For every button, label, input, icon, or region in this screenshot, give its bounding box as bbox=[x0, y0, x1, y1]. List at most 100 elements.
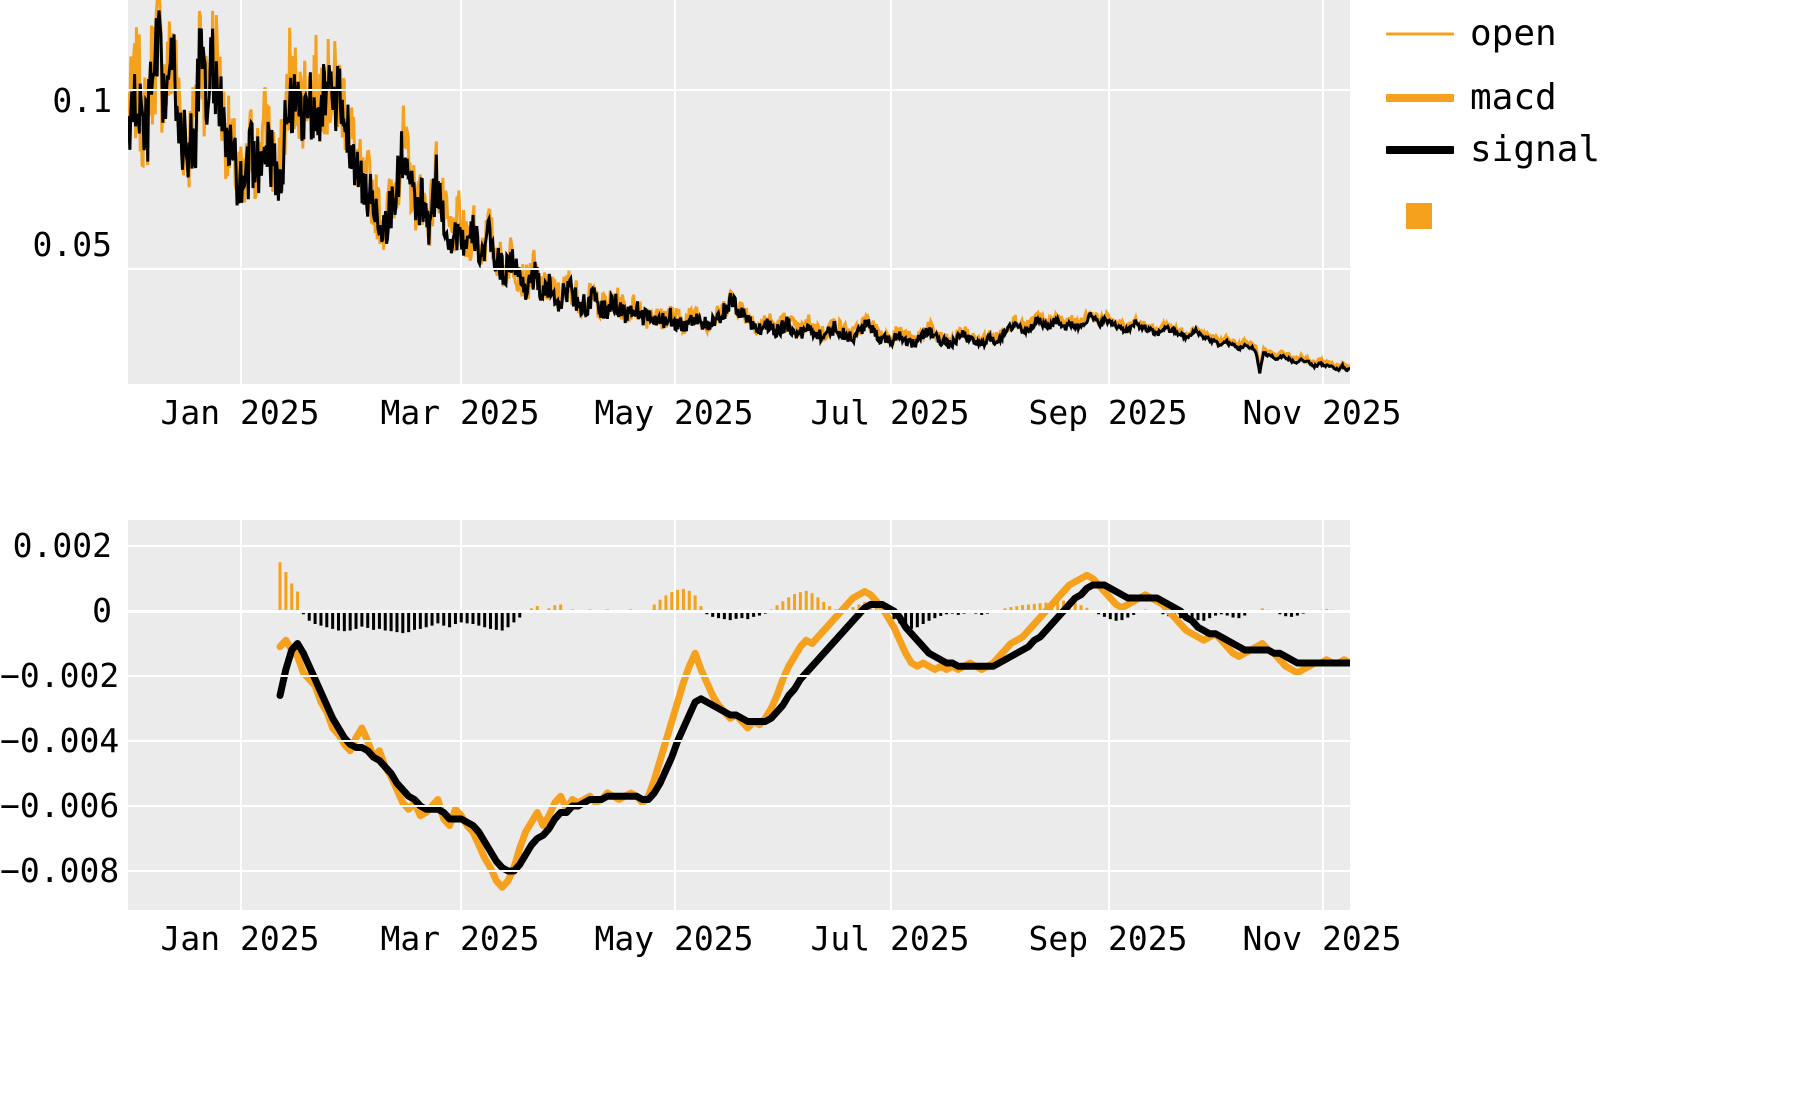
gridline-horizontal bbox=[128, 88, 1350, 91]
histogram-bar bbox=[781, 601, 785, 611]
histogram-bar bbox=[547, 608, 551, 611]
histogram-bar bbox=[1085, 607, 1089, 611]
gridline-horizontal bbox=[128, 870, 1350, 872]
histogram-bar bbox=[506, 611, 510, 628]
ytick-label: −0.006 bbox=[0, 786, 120, 825]
xtick-label: Mar 2025 bbox=[380, 919, 540, 958]
gridline-vertical bbox=[1322, 0, 1324, 384]
legend-key-square bbox=[1378, 196, 1464, 236]
histogram-bar bbox=[518, 611, 522, 618]
xtick-label: Jan 2025 bbox=[160, 393, 320, 432]
histogram-bar bbox=[664, 595, 668, 611]
histogram-bar bbox=[331, 611, 335, 629]
histogram-bar bbox=[793, 594, 797, 611]
histogram-bar bbox=[658, 599, 662, 612]
histogram-bar bbox=[413, 611, 416, 630]
histogram-bar bbox=[559, 604, 563, 611]
macd-line-macd bbox=[276, 571, 1350, 891]
histogram-bar bbox=[407, 611, 411, 633]
histogram-bar bbox=[377, 611, 381, 629]
histogram-bar bbox=[1295, 611, 1299, 616]
histogram-bar bbox=[740, 611, 744, 619]
histogram-bar bbox=[1237, 611, 1241, 619]
macd-panel: Jan 2025 Mar 2025 May 2025 Jul 2025 Sep 2025… bbox=[0, 500, 1800, 1100]
histogram-bar bbox=[687, 590, 691, 611]
histogram-bar bbox=[851, 607, 855, 611]
legend-line-icon bbox=[1386, 146, 1454, 154]
histogram-bar bbox=[927, 611, 931, 621]
histogram-bar bbox=[483, 611, 487, 628]
histogram-bar bbox=[1225, 611, 1229, 616]
histogram-bar bbox=[909, 611, 913, 629]
gridline-vertical bbox=[890, 520, 892, 910]
gridline-vertical bbox=[674, 0, 676, 384]
xtick-label: Nov 2025 bbox=[1242, 393, 1402, 432]
xtick-label: May 2025 bbox=[594, 393, 754, 432]
xtick-label: Jan 2025 bbox=[160, 919, 320, 958]
histogram-bar bbox=[915, 611, 919, 628]
gridline-vertical bbox=[240, 520, 242, 910]
histogram-bar bbox=[1290, 611, 1294, 617]
xtick-label: Sep 2025 bbox=[1028, 919, 1188, 958]
histogram-bar bbox=[728, 611, 732, 621]
histogram-bar bbox=[652, 604, 656, 611]
histogram-bar bbox=[296, 591, 300, 611]
xtick-label: Mar 2025 bbox=[380, 393, 540, 432]
histogram-bar bbox=[828, 606, 832, 612]
ytick-label: −0.008 bbox=[0, 851, 120, 890]
histogram-bar bbox=[448, 611, 452, 628]
histogram-bar bbox=[775, 605, 779, 611]
histogram-bar bbox=[693, 595, 697, 611]
legend-item-open[interactable]: open bbox=[1378, 14, 1557, 54]
histogram-bar bbox=[1126, 611, 1130, 618]
histogram-bar bbox=[366, 611, 370, 628]
gridline-vertical bbox=[890, 0, 892, 384]
histogram-bar bbox=[816, 597, 820, 611]
histogram-bar bbox=[1009, 607, 1013, 611]
histogram-bar bbox=[383, 611, 387, 631]
legend-item-macd[interactable]: macd bbox=[1378, 78, 1557, 118]
histogram-bar bbox=[1102, 611, 1106, 617]
histogram-bar bbox=[1196, 611, 1200, 621]
histogram-bar bbox=[717, 611, 721, 619]
histogram-bar bbox=[307, 611, 311, 621]
histogram-bar bbox=[354, 611, 358, 629]
histogram-bar bbox=[1021, 605, 1025, 611]
histogram-bar bbox=[757, 611, 761, 616]
legend-line-icon bbox=[1386, 94, 1454, 102]
macd-line-signal bbox=[276, 581, 1350, 875]
histogram-bar bbox=[459, 611, 463, 623]
legend-item-swatch[interactable] bbox=[1378, 196, 1470, 236]
histogram-bar bbox=[804, 590, 808, 611]
histogram-bar bbox=[500, 611, 504, 631]
histogram-bar bbox=[670, 592, 674, 611]
legend-label: open bbox=[1470, 13, 1557, 54]
histogram-bar bbox=[822, 601, 826, 611]
histogram-bar bbox=[734, 611, 738, 619]
legend-key-line bbox=[1378, 78, 1464, 118]
legend-line-icon bbox=[1386, 32, 1454, 36]
histogram-bar bbox=[278, 562, 282, 611]
xtick-label: Sep 2025 bbox=[1028, 393, 1188, 432]
histogram-bar bbox=[810, 593, 814, 612]
gridline-horizontal bbox=[128, 805, 1350, 807]
legend-item-signal[interactable]: signal bbox=[1378, 130, 1600, 170]
histogram-bar bbox=[465, 611, 469, 624]
ytick-label: 0.002 bbox=[12, 526, 112, 565]
price-panel: 0.1 0.05 Jan 2025 Mar 2025 May 2025 Jul 202… bbox=[0, 0, 1800, 470]
histogram-bar bbox=[752, 611, 756, 617]
macd-plot-area bbox=[128, 520, 1350, 910]
legend-square-icon bbox=[1406, 203, 1432, 229]
histogram-bar bbox=[535, 606, 539, 612]
xtick-label: Nov 2025 bbox=[1242, 919, 1402, 958]
histogram-bar bbox=[1214, 611, 1218, 616]
histogram-bar bbox=[874, 606, 878, 612]
histogram-bar bbox=[857, 604, 861, 611]
histogram-bar bbox=[1003, 608, 1007, 611]
legend-key-line bbox=[1378, 14, 1464, 54]
histogram-bar bbox=[418, 611, 422, 629]
histogram-bar bbox=[395, 611, 399, 633]
histogram-bar bbox=[1190, 611, 1194, 620]
legend-key-line bbox=[1378, 130, 1464, 170]
